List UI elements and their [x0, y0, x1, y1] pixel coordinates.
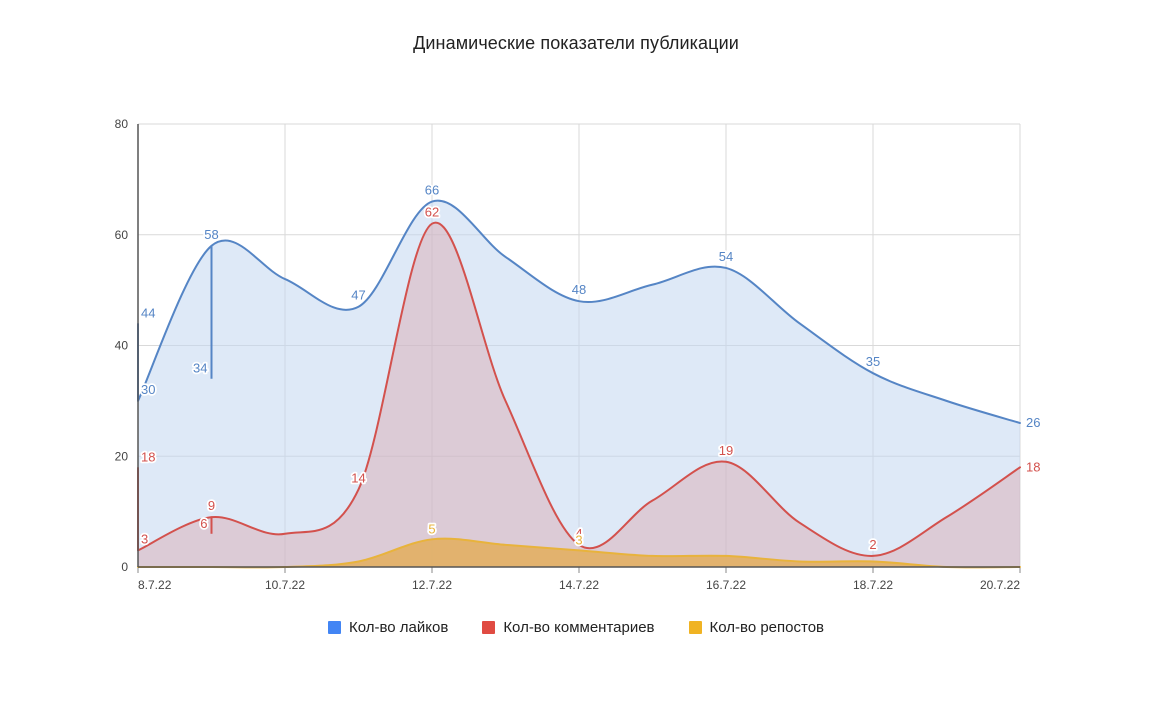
- data-label-halo: 62: [425, 205, 439, 220]
- data-label: 62: [425, 205, 439, 220]
- series-area-2: [138, 538, 1020, 568]
- data-label: 14: [351, 470, 365, 485]
- legend-swatch-comments: [482, 621, 496, 634]
- legend-item-comments[interactable]: Кол-во комментариев: [482, 619, 655, 636]
- data-label-halo: 2: [869, 537, 876, 552]
- data-label: 18: [1026, 459, 1040, 474]
- data-label: 5: [428, 521, 435, 536]
- data-label: 44: [141, 305, 155, 320]
- data-label-halo: 58: [204, 227, 218, 242]
- y-axis-tick-label: 0: [121, 560, 128, 574]
- data-label-halo: 14: [351, 470, 365, 485]
- data-label: 4: [575, 526, 582, 541]
- x-axis-tick-label: 16.7.22: [706, 578, 746, 592]
- legend-item-likes[interactable]: Кол-во лайков: [327, 619, 449, 636]
- data-label-halo: 9: [208, 498, 215, 513]
- data-label: 18: [141, 449, 155, 464]
- data-label-halo: 66: [425, 183, 439, 198]
- y-axis-tick-label: 60: [115, 228, 129, 242]
- chart-title: Динамические показатели публикации: [413, 33, 739, 53]
- legend-label-reposts: Кол-во репостов: [709, 619, 825, 636]
- data-label-halo: 26: [1026, 415, 1040, 430]
- x-axis-tick-label: 10.7.22: [265, 578, 305, 592]
- data-label: 48: [572, 282, 586, 297]
- data-label-halo: 48: [572, 282, 586, 297]
- chart-legend: Кол-во лайков Кол-во комментариев Кол-во…: [0, 620, 1152, 635]
- data-label: 34: [193, 361, 207, 376]
- data-label-halo: 3: [575, 532, 582, 547]
- legend-swatch-reposts: [688, 621, 702, 634]
- data-label-halo: 18: [1026, 459, 1040, 474]
- data-label-halo: 6: [200, 516, 207, 531]
- data-label: 26: [1026, 415, 1040, 430]
- data-label-halo: 35: [866, 354, 880, 369]
- y-axis-tick-label: 20: [115, 449, 129, 463]
- x-axis-tick-label: 20.7.22: [980, 578, 1020, 592]
- data-label: 3: [141, 531, 148, 546]
- data-label-halo: 4: [575, 526, 582, 541]
- series-area-1: [138, 222, 1020, 567]
- data-label-halo: 47: [351, 288, 365, 303]
- x-axis-tick-label: 8.7.22: [138, 578, 172, 592]
- data-label-halo: 5: [428, 521, 435, 536]
- legend-label-comments: Кол-во комментариев: [503, 619, 655, 636]
- data-label: 30: [141, 382, 155, 397]
- legend-label-likes: Кол-во лайков: [348, 619, 449, 636]
- series-area-0: [138, 200, 1020, 568]
- data-label: 58: [204, 227, 218, 242]
- legend-item-reposts[interactable]: Кол-во репостов: [688, 619, 825, 636]
- data-label: 9: [208, 498, 215, 513]
- data-label-halo: 34: [193, 361, 207, 376]
- data-label: 35: [866, 354, 880, 369]
- series-line-1: [137, 221, 1021, 557]
- data-label: 6: [200, 516, 207, 531]
- legend-swatch-likes: [327, 621, 341, 634]
- data-label: 66: [425, 183, 439, 198]
- y-axis-tick-label: 80: [115, 117, 129, 131]
- data-label: 54: [719, 249, 733, 264]
- data-label-halo: 19: [719, 443, 733, 458]
- data-label-halo: 3: [141, 531, 148, 546]
- data-label-halo: 54: [719, 249, 733, 264]
- data-label-halo: 44: [141, 305, 155, 320]
- data-label: 47: [351, 288, 365, 303]
- y-axis-tick-label: 40: [115, 339, 129, 353]
- data-label-halo: 30: [141, 382, 155, 397]
- series-line-0: [137, 199, 1021, 425]
- x-axis-tick-label: 14.7.22: [559, 578, 599, 592]
- data-label: 19: [719, 443, 733, 458]
- x-axis-tick-label: 18.7.22: [853, 578, 893, 592]
- data-label: 3: [575, 532, 582, 547]
- x-axis-tick-label: 12.7.22: [412, 578, 452, 592]
- data-label-halo: 18: [141, 449, 155, 464]
- data-label: 2: [869, 537, 876, 552]
